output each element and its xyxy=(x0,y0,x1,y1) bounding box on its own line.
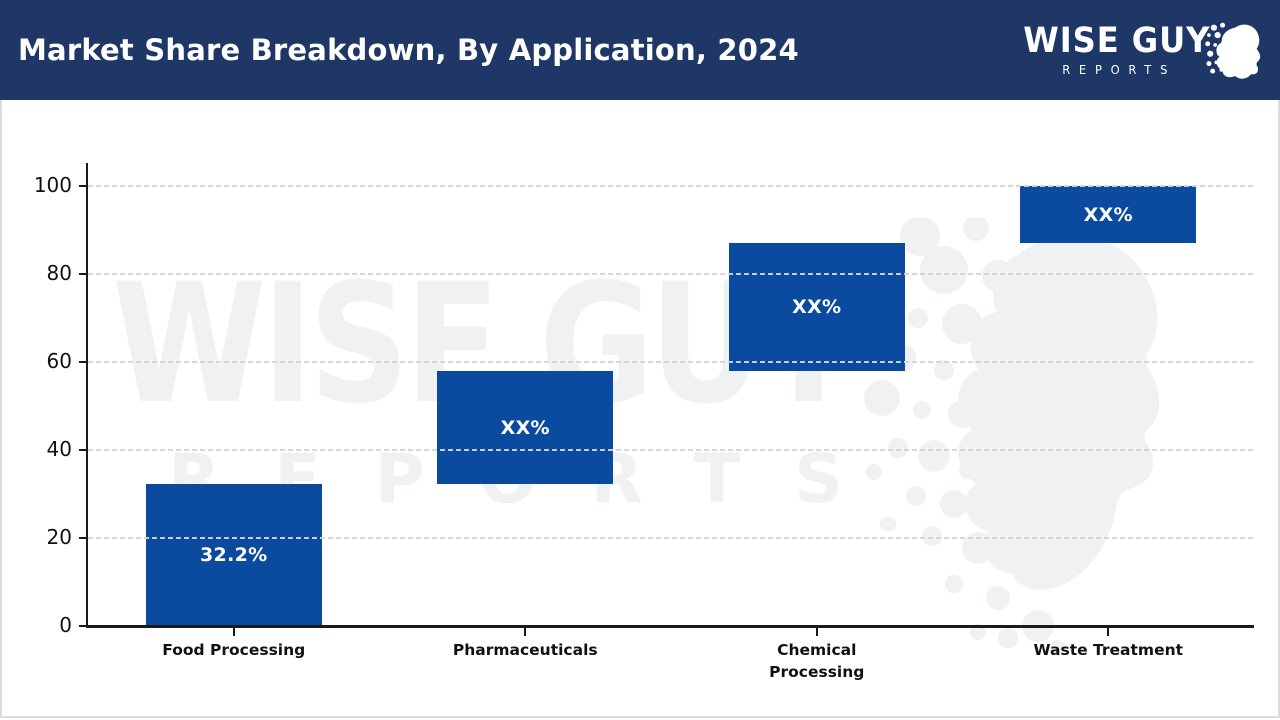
gridline-40 xyxy=(88,449,1254,451)
y-tick xyxy=(79,361,88,363)
bar-waste-treatment: XX% xyxy=(1020,186,1197,244)
gridline-60 xyxy=(88,361,1254,363)
y-tick xyxy=(79,537,88,539)
y-tick-label: 40 xyxy=(46,437,72,461)
bar-value-label: XX% xyxy=(500,416,550,439)
bar-pharmaceuticals: XX% xyxy=(437,370,614,485)
x-tick xyxy=(1107,628,1110,636)
y-tick-label: 0 xyxy=(59,613,72,637)
y-tick xyxy=(79,449,88,451)
x-tick xyxy=(815,628,818,636)
y-tick-label: 80 xyxy=(46,261,72,285)
chart-title: Market Share Breakdown, By Application, … xyxy=(18,33,799,67)
y-tick-label: 20 xyxy=(46,525,72,549)
y-tick-label: 100 xyxy=(33,173,72,197)
y-tick xyxy=(79,273,88,275)
gridline-80 xyxy=(88,273,1254,275)
y-axis-line xyxy=(86,163,88,628)
x-axis-line xyxy=(86,625,1254,628)
gridline-20 xyxy=(88,537,1254,539)
gridline-100 xyxy=(88,185,1254,187)
logo-wordmark-block: WISE GUY REPORTS xyxy=(1022,20,1210,77)
x-axis-category-label: Food Processing xyxy=(162,641,306,659)
x-axis-category-label: Waste Treatment xyxy=(1033,641,1184,659)
bar-value-label: XX% xyxy=(792,295,842,318)
bar-chemical-processing: XX% xyxy=(728,243,905,371)
watermark-face-icon xyxy=(858,218,1160,656)
logo-wordmark: WISE GUY xyxy=(1022,20,1210,61)
y-tick xyxy=(79,185,88,187)
x-axis-category-label: Pharmaceuticals xyxy=(452,641,598,659)
header-bar: Market Share Breakdown, By Application, … xyxy=(0,0,1280,100)
x-tick xyxy=(524,628,527,636)
x-axis-category-label: Chemical Processing xyxy=(769,641,865,681)
bar-food-processing: 32.2% xyxy=(145,484,322,626)
logo-subtitle: REPORTS xyxy=(1061,61,1176,77)
bar-value-label: XX% xyxy=(1083,203,1133,226)
x-tick xyxy=(232,628,235,636)
wise-guy-logo: WISE GUY REPORTS xyxy=(1007,10,1266,90)
logo-face-icon xyxy=(1205,22,1261,79)
y-tick xyxy=(79,625,88,627)
bar-value-label: 32.2% xyxy=(200,544,268,567)
y-tick-label: 60 xyxy=(46,349,72,373)
